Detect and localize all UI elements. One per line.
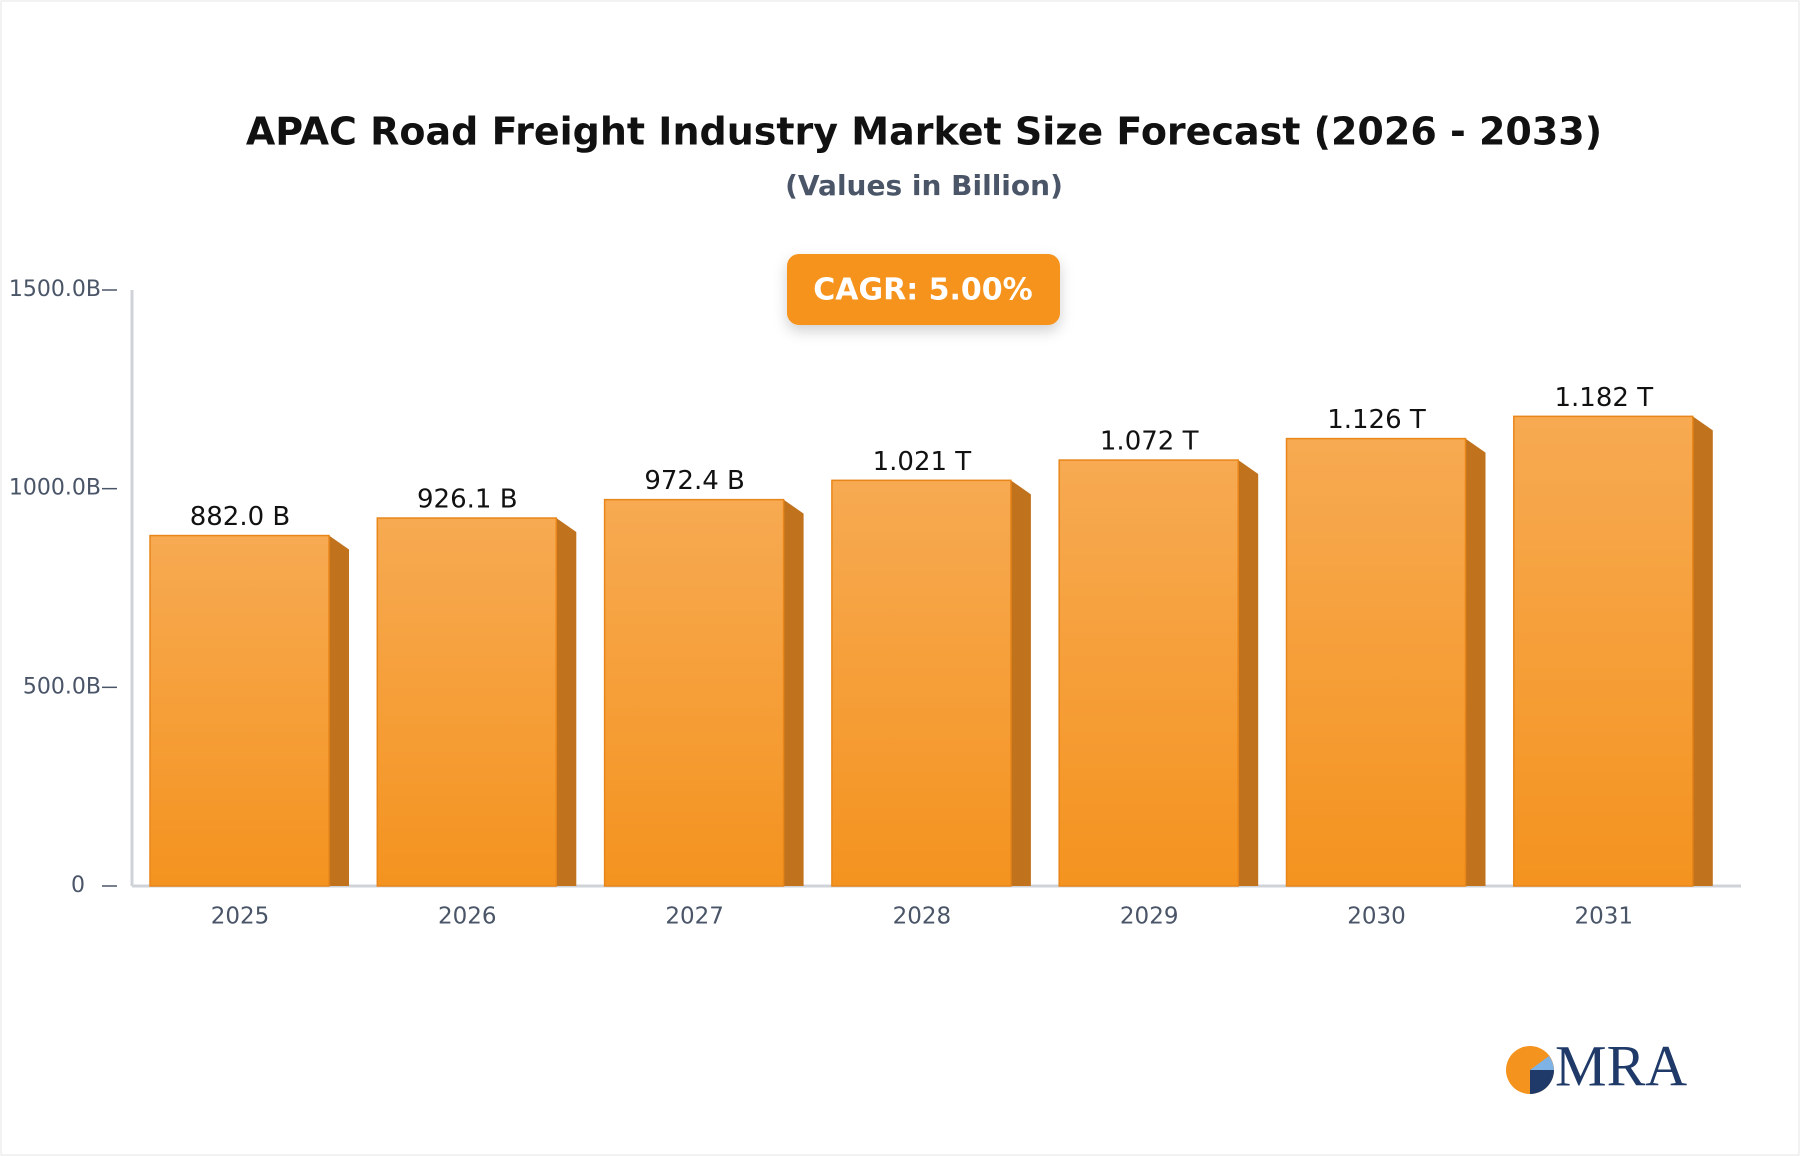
bar-side <box>1238 460 1259 886</box>
logo: MRA <box>1506 1033 1687 1098</box>
bar-side <box>556 518 577 886</box>
chart-title: APAC Road Freight Industry Market Size F… <box>246 110 1602 154</box>
bar-side <box>329 535 349 886</box>
x-tick-label: 2029 <box>1120 904 1179 930</box>
bar-side <box>1010 480 1031 886</box>
bar <box>603 498 785 887</box>
bar <box>149 534 330 887</box>
bar <box>1285 437 1467 887</box>
value-label: 1.182 T <box>1555 383 1654 413</box>
logo-icon <box>1530 1056 1554 1070</box>
bar-side <box>783 499 804 886</box>
value-label: 926.1 B <box>417 485 518 515</box>
x-tick-label: 2030 <box>1347 904 1406 930</box>
chart-subtitle: (Values in Billion) <box>785 169 1063 202</box>
y-tick-label: 0 <box>71 873 85 898</box>
annotation: CAGR: 5.00% <box>813 273 1032 308</box>
x-tick-label: 2027 <box>665 904 724 930</box>
bar <box>1513 415 1694 887</box>
annotation-box <box>787 254 1060 325</box>
value-label: 882.0 B <box>190 502 291 532</box>
logo-text: MRA <box>1555 1033 1687 1098</box>
y-tick-label: 1000.0B <box>9 476 101 501</box>
value-label: 1.126 T <box>1327 405 1426 435</box>
value-label: 1.021 T <box>873 447 972 477</box>
plot: 0 500.0B 1000.0B 1500.0B 2025 882.0 B 2026 926.… <box>9 277 1741 930</box>
bar <box>376 517 558 887</box>
x-tick-label: 2031 <box>1575 904 1634 930</box>
y-tick-label: 1500.0B <box>9 277 101 302</box>
value-label: 972.4 B <box>644 466 745 496</box>
y-tick-label: 500.0B <box>23 674 101 699</box>
bar <box>831 479 1012 887</box>
value-label: 1.072 T <box>1100 427 1199 457</box>
bar <box>1058 459 1239 887</box>
x-tick-label: 2028 <box>893 904 952 930</box>
logo-icon <box>1530 1070 1554 1094</box>
bar-side <box>1692 416 1713 886</box>
x-tick-label: 2026 <box>438 904 497 930</box>
x-tick-label: 2025 <box>211 904 270 930</box>
bar-side <box>1465 438 1486 886</box>
